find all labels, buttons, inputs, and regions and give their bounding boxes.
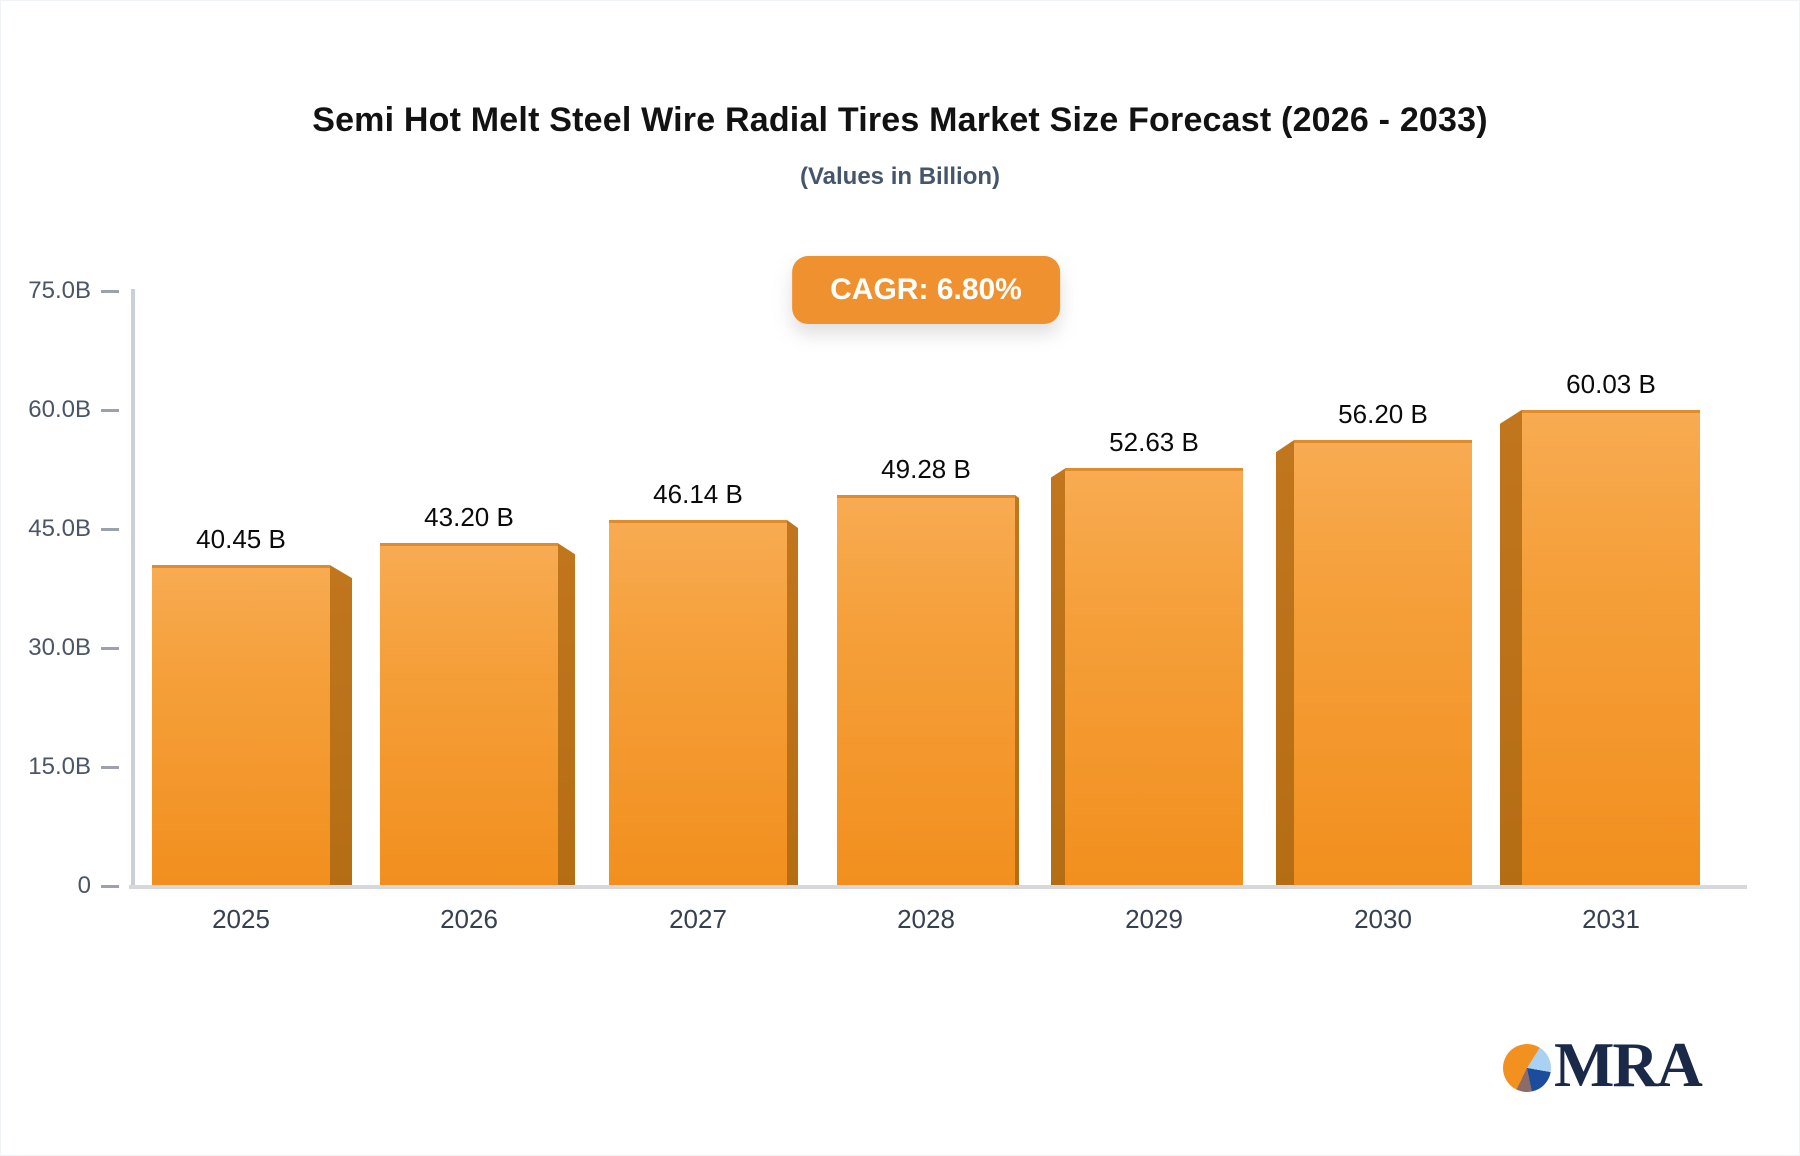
- y-axis-tick: [101, 290, 119, 293]
- y-axis-tick: [101, 766, 119, 769]
- y-axis-tick-label: 0: [77, 872, 91, 899]
- bar-3d-side-face: [1015, 495, 1019, 887]
- bar-value-label: 52.63 B: [1109, 427, 1199, 458]
- chart-subtitle: (Values in Billion): [799, 163, 1001, 190]
- x-axis-label-2026: 2026: [440, 904, 498, 934]
- cagr-badge: CAGR: 6.80%: [792, 256, 1060, 324]
- bar-3d-side-face: [1051, 468, 1065, 887]
- chart-title: Semi Hot Melt Steel Wire Radial Tires Ma…: [312, 101, 1488, 139]
- bar-2029: [1065, 468, 1243, 887]
- mra-logo: MRA: [1503, 1033, 1703, 1097]
- bar-value-label: 60.03 B: [1566, 368, 1656, 399]
- x-axis-label-2027: 2027: [669, 904, 727, 934]
- bar-3d-side-face: [558, 543, 575, 887]
- bar-3d-side-face: [1500, 409, 1522, 887]
- y-axis-tick: [101, 885, 119, 888]
- bar-3d-side-face: [330, 565, 352, 887]
- y-axis-tick: [101, 528, 119, 531]
- bar-value-label: 40.45 B: [196, 524, 286, 555]
- x-axis-label-2029: 2029: [1125, 904, 1183, 934]
- y-axis-tick-label: 45.0B: [28, 515, 91, 542]
- bar-2031: [1522, 409, 1700, 887]
- x-axis-label-2025: 2025: [212, 904, 270, 934]
- x-axis-baseline: [129, 885, 1747, 889]
- x-axis-label-2031: 2031: [1582, 904, 1640, 934]
- pie-chart-logo-icon: [1503, 1044, 1551, 1092]
- y-axis-line: [131, 289, 135, 887]
- x-axis-label-2028: 2028: [897, 904, 955, 934]
- y-axis-tick: [101, 409, 119, 412]
- bar-2026: [380, 543, 558, 887]
- logo-text: MRA: [1554, 1029, 1703, 1100]
- y-axis-tick-label: 60.0B: [28, 396, 91, 423]
- bar-3d-side-face: [1276, 440, 1294, 887]
- y-axis-tick-label: 75.0B: [28, 277, 91, 304]
- bar-value-label: 46.14 B: [653, 478, 743, 509]
- bar-2025: [152, 565, 330, 887]
- bar-3d-side-face: [787, 519, 798, 887]
- x-axis-label-2030: 2030: [1354, 904, 1412, 934]
- bar-2028: [837, 495, 1015, 887]
- bar-value-label: 56.20 B: [1338, 399, 1428, 430]
- y-axis-tick-label: 15.0B: [28, 753, 91, 780]
- bar-2030: [1294, 440, 1472, 887]
- bar-2027: [609, 519, 787, 887]
- bar-value-label: 49.28 B: [881, 454, 971, 485]
- y-axis-tick-label: 30.0B: [28, 634, 91, 661]
- y-axis-tick: [101, 647, 119, 650]
- bar-value-label: 43.20 B: [424, 502, 514, 533]
